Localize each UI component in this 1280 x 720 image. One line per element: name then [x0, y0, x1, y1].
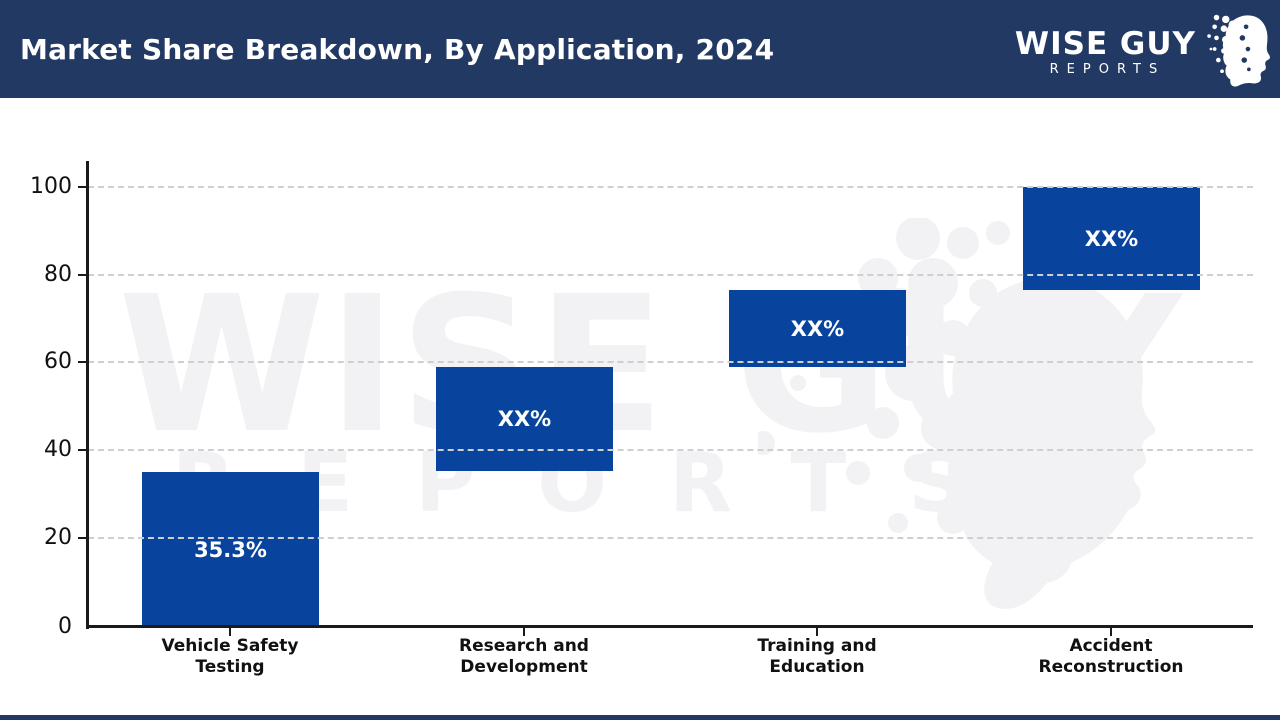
- y-tick-label: 60: [44, 349, 72, 374]
- gridline: [88, 537, 1253, 539]
- category-label-accident-reconstruction: Accident Reconstruction: [991, 636, 1231, 678]
- y-tick: [78, 186, 87, 188]
- category-label-training-and-education: Training and Education: [697, 636, 937, 678]
- brand-wordmark: WISE GUY: [1014, 25, 1196, 62]
- gridline: [88, 186, 1253, 188]
- y-tick-label: 100: [30, 174, 72, 199]
- category-label-vehicle-safety-testing: Vehicle Safety Testing: [110, 636, 350, 678]
- gridline: [88, 449, 1253, 451]
- y-tick-label: 80: [44, 262, 72, 287]
- bar-value-label: XX%: [497, 407, 552, 431]
- category-label-line: Development: [460, 657, 588, 677]
- gridline: [88, 274, 1253, 276]
- bar-value-label: XX%: [1084, 226, 1139, 251]
- x-tick: [523, 628, 525, 636]
- bar-vehicle-safety-testing: 35.3%: [142, 472, 319, 627]
- y-axis-line: [86, 161, 89, 629]
- brand-logo: WISE GUY REPORTS: [1015, 4, 1272, 94]
- bar-value-label: XX%: [790, 316, 845, 341]
- brand-subtext: REPORTS: [1049, 61, 1166, 77]
- bar-accident-reconstruction: XX%: [1023, 187, 1200, 290]
- header-bar: Market Share Breakdown, By Application, …: [0, 0, 1280, 98]
- page-title: Market Share Breakdown, By Application, …: [20, 32, 775, 66]
- category-label-line: Accident: [1069, 636, 1153, 656]
- category-label-line: Testing: [195, 657, 265, 677]
- category-label-research-and-development: Research and Development: [404, 636, 644, 678]
- x-tick: [816, 628, 818, 636]
- gridline: [88, 361, 1253, 363]
- y-tick: [78, 361, 87, 363]
- footer-accent-bar: [0, 715, 1280, 720]
- y-tick-label: 40: [44, 437, 72, 462]
- category-label-line: Research and: [459, 636, 589, 656]
- y-tick: [78, 449, 87, 451]
- bar-training-and-education: XX%: [729, 290, 906, 367]
- x-tick: [229, 628, 231, 636]
- category-label-line: Reconstruction: [1038, 657, 1184, 677]
- category-label-line: Vehicle Safety: [161, 636, 299, 656]
- brand-logo-text: WISE GUY REPORTS: [1015, 28, 1196, 77]
- y-tick-label: 20: [44, 525, 72, 550]
- y-tick: [78, 537, 87, 539]
- x-axis-line: [86, 625, 1253, 628]
- bar-research-and-development: XX%: [436, 367, 613, 471]
- chart-plot-area: WISE GUY REPORTS: [0, 98, 1280, 716]
- category-label-line: Education: [769, 657, 865, 677]
- x-tick: [1110, 628, 1112, 636]
- y-tick: [78, 274, 87, 276]
- y-tick-label: 0: [58, 614, 72, 639]
- bar-value-label: 35.3%: [194, 537, 267, 562]
- head-profile-dots-icon: [1207, 14, 1270, 87]
- category-label-line: Training and: [757, 636, 877, 656]
